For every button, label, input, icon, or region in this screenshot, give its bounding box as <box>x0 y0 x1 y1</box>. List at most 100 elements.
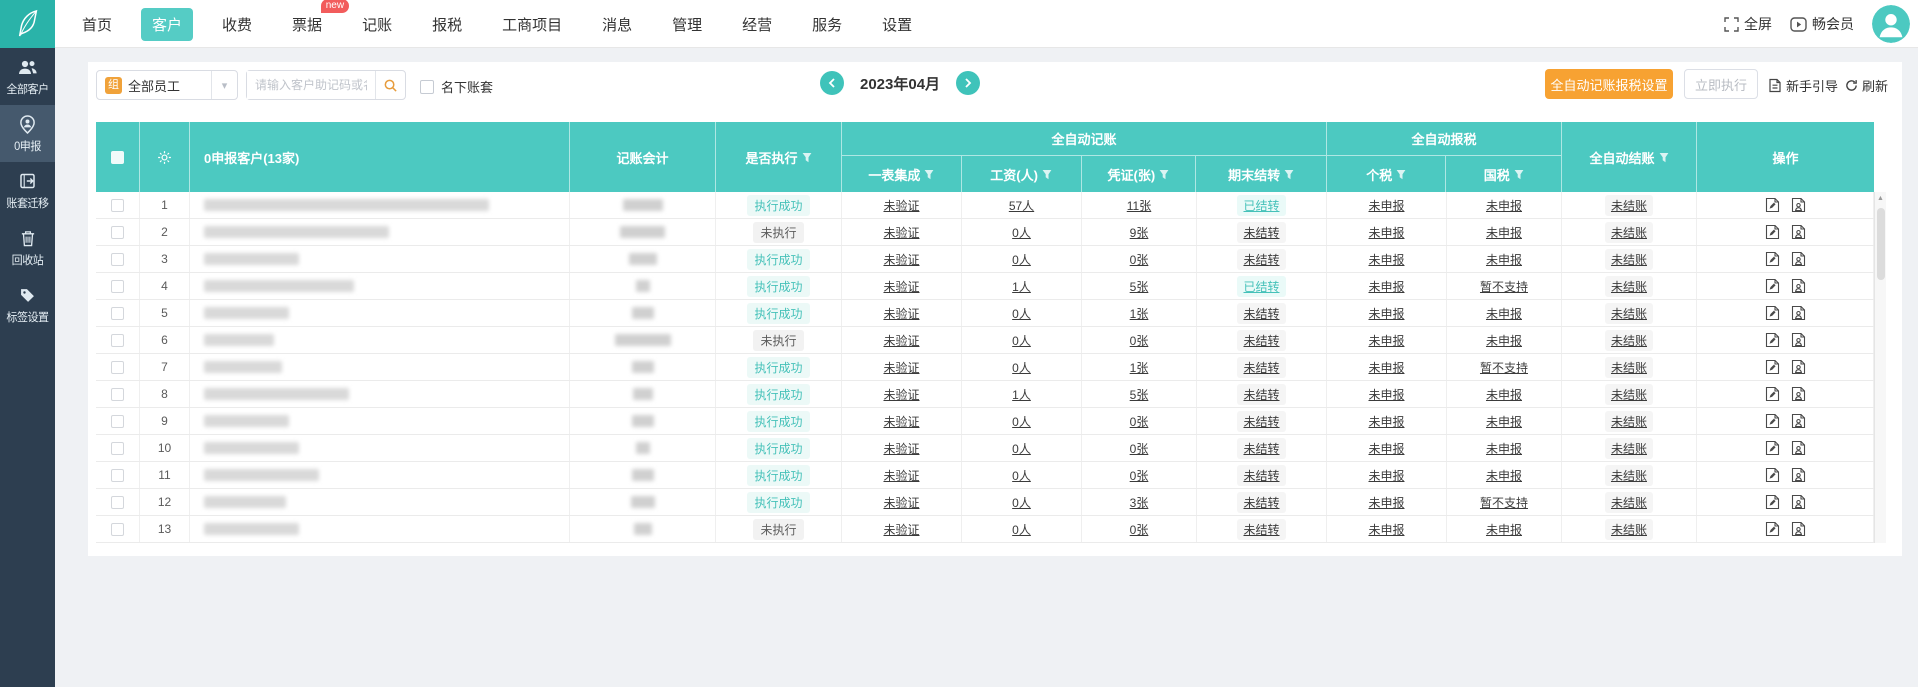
previous-month-button[interactable] <box>820 71 844 95</box>
carryover-status-link[interactable]: 已结转 <box>1237 194 1286 216</box>
salary-count-link[interactable]: 0人 <box>1012 306 1031 321</box>
voucher-count-link[interactable]: 1张 <box>1129 360 1149 375</box>
fullscreen-button[interactable]: 全屏 <box>1724 14 1772 34</box>
client-name-redacted[interactable] <box>204 523 299 535</box>
row-checkbox[interactable] <box>111 333 124 347</box>
avatar[interactable] <box>1872 5 1910 43</box>
row-checkbox[interactable] <box>111 360 124 374</box>
select-all-checkbox[interactable] <box>111 150 124 164</box>
carryover-status-link[interactable]: 未结转 <box>1237 383 1286 405</box>
voucher-count-link[interactable]: 5张 <box>1129 387 1149 402</box>
client-name-redacted[interactable] <box>204 496 286 508</box>
closing-status-link[interactable]: 未结账 <box>1604 491 1653 513</box>
edit-doc-icon[interactable] <box>1759 305 1785 321</box>
row-checkbox[interactable] <box>111 306 124 320</box>
integration-link[interactable]: 未验证 <box>883 495 920 510</box>
salary-count-link[interactable]: 0人 <box>1012 495 1031 510</box>
nav-item-7[interactable]: 消息 <box>591 8 643 41</box>
salary-count-link[interactable]: 1人 <box>1012 387 1031 402</box>
closing-status-link[interactable]: 未结账 <box>1604 383 1653 405</box>
voucher-count-link[interactable]: 0张 <box>1129 252 1149 267</box>
personal-tax-link[interactable]: 未申报 <box>1368 225 1405 240</box>
nav-item-11[interactable]: 设置 <box>871 8 923 41</box>
edit-doc-icon[interactable] <box>1759 440 1785 456</box>
voucher-count-link[interactable]: 9张 <box>1129 225 1149 240</box>
client-name-redacted[interactable] <box>204 307 289 319</box>
execute-now-button[interactable]: 立即执行 <box>1684 69 1758 99</box>
integration-link[interactable]: 未验证 <box>883 414 920 429</box>
national-tax-link[interactable]: 未申报 <box>1485 441 1522 456</box>
voucher-count-link[interactable]: 0张 <box>1129 468 1149 483</box>
closing-status-link[interactable]: 未结账 <box>1604 410 1653 432</box>
carryover-status-link[interactable]: 未结转 <box>1237 491 1286 513</box>
filter-icon[interactable] <box>1396 169 1406 180</box>
closing-status-link[interactable]: 未结账 <box>1604 248 1653 270</box>
personal-tax-link[interactable]: 未申报 <box>1368 387 1405 402</box>
nav-item-1[interactable]: 客户 <box>141 7 194 41</box>
national-tax-link[interactable]: 未申报 <box>1485 225 1522 240</box>
gear-icon[interactable] <box>157 150 172 165</box>
row-checkbox[interactable] <box>111 279 124 293</box>
salary-count-link[interactable]: 0人 <box>1012 225 1031 240</box>
person-doc-icon[interactable] <box>1785 521 1811 537</box>
voucher-count-link[interactable]: 11张 <box>1126 198 1152 213</box>
person-doc-icon[interactable] <box>1785 305 1811 321</box>
personal-tax-link[interactable]: 未申报 <box>1368 333 1405 348</box>
national-tax-link[interactable]: 未申报 <box>1485 198 1522 213</box>
carryover-status-link[interactable]: 未结转 <box>1237 329 1286 351</box>
row-checkbox[interactable] <box>111 441 124 455</box>
nav-item-9[interactable]: 经营 <box>731 8 783 41</box>
personal-tax-link[interactable]: 未申报 <box>1368 252 1405 267</box>
nav-item-6[interactable]: 工商项目 <box>491 8 573 41</box>
client-name-redacted[interactable] <box>204 253 299 265</box>
closing-status-link[interactable]: 未结账 <box>1604 437 1653 459</box>
voucher-count-link[interactable]: 5张 <box>1129 279 1149 294</box>
refresh-button[interactable]: 刷新 <box>1845 76 1888 95</box>
national-tax-link[interactable]: 未申报 <box>1485 333 1522 348</box>
national-tax-link[interactable]: 暂不支持 <box>1479 360 1528 375</box>
integration-link[interactable]: 未验证 <box>883 306 920 321</box>
carryover-status-link[interactable]: 未结转 <box>1237 437 1286 459</box>
edit-doc-icon[interactable] <box>1759 413 1785 429</box>
integration-link[interactable]: 未验证 <box>883 198 920 213</box>
search-button[interactable] <box>375 71 405 99</box>
search-input[interactable] <box>247 71 375 99</box>
client-name-redacted[interactable] <box>204 388 349 400</box>
salary-count-link[interactable]: 0人 <box>1012 414 1031 429</box>
closing-status-link[interactable]: 未结账 <box>1604 194 1653 216</box>
personal-tax-link[interactable]: 未申报 <box>1368 279 1405 294</box>
employee-filter-dropdown[interactable]: 组 全部员工 ▾ <box>96 70 238 100</box>
carryover-status-link[interactable]: 未结转 <box>1237 518 1286 540</box>
national-tax-link[interactable]: 未申报 <box>1485 414 1522 429</box>
row-checkbox[interactable] <box>111 387 124 401</box>
edit-doc-icon[interactable] <box>1759 332 1785 348</box>
own-books-checkbox[interactable] <box>420 79 434 94</box>
sidebar-item-1[interactable]: 0申报 <box>0 105 55 162</box>
voucher-count-link[interactable]: 0张 <box>1129 333 1149 348</box>
carryover-status-link[interactable]: 未结转 <box>1237 248 1286 270</box>
scrollbar-thumb[interactable] <box>1876 208 1885 280</box>
client-name-redacted[interactable] <box>204 226 389 238</box>
national-tax-link[interactable]: 未申报 <box>1485 522 1522 537</box>
integration-link[interactable]: 未验证 <box>883 522 920 537</box>
integration-link[interactable]: 未验证 <box>883 225 920 240</box>
person-doc-icon[interactable] <box>1785 440 1811 456</box>
salary-count-link[interactable]: 0人 <box>1012 252 1031 267</box>
national-tax-link[interactable]: 暂不支持 <box>1479 495 1528 510</box>
integration-link[interactable]: 未验证 <box>883 441 920 456</box>
person-doc-icon[interactable] <box>1785 386 1811 402</box>
client-name-redacted[interactable] <box>204 442 299 454</box>
row-checkbox[interactable] <box>111 522 124 536</box>
row-checkbox[interactable] <box>111 468 124 482</box>
nav-item-4[interactable]: 记账 <box>351 8 403 41</box>
person-doc-icon[interactable] <box>1785 467 1811 483</box>
app-logo[interactable] <box>0 0 55 48</box>
nav-item-5[interactable]: 报税 <box>421 8 473 41</box>
edit-doc-icon[interactable] <box>1759 224 1785 240</box>
person-doc-icon[interactable] <box>1785 197 1811 213</box>
edit-doc-icon[interactable] <box>1759 197 1785 213</box>
filter-icon[interactable] <box>802 152 812 163</box>
carryover-status-link[interactable]: 未结转 <box>1237 221 1286 243</box>
salary-count-link[interactable]: 0人 <box>1012 360 1031 375</box>
nav-item-8[interactable]: 管理 <box>661 8 713 41</box>
